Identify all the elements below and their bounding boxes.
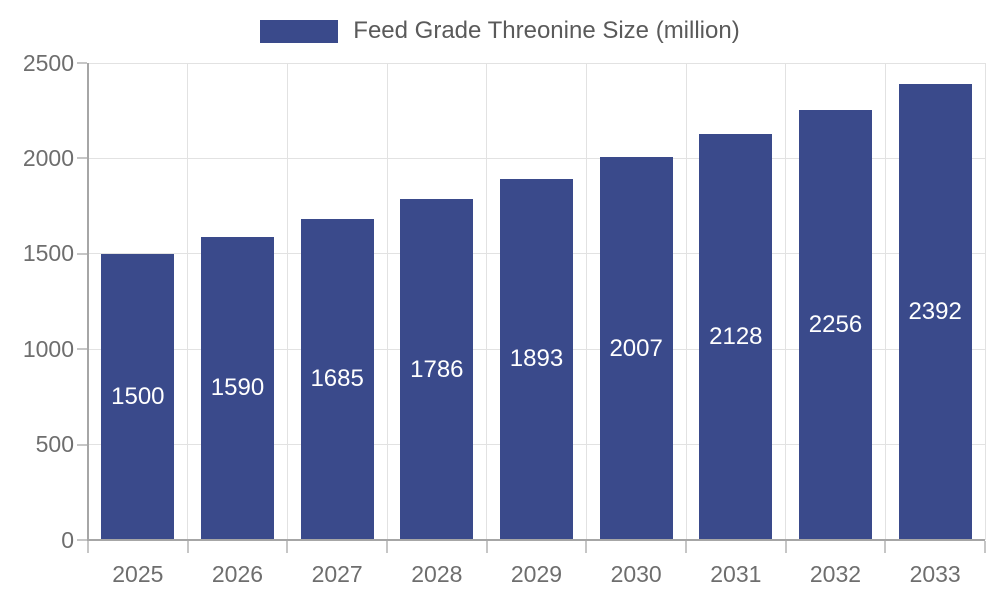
y-axis-tick-label: 0: [61, 526, 74, 553]
y-axis-tick: [77, 539, 87, 541]
x-axis-tick: [87, 541, 89, 553]
x-axis-tick-label: 2029: [510, 561, 563, 587]
gridline-vertical: [685, 63, 687, 540]
gridline-horizontal: [88, 157, 985, 159]
bar: 1590: [201, 236, 274, 540]
y-axis-tick: [77, 157, 87, 160]
bar-value-label: 1786: [410, 355, 464, 383]
x-axis-tick-label: 2030: [610, 561, 662, 587]
x-axis-tick: [984, 541, 986, 553]
y-axis-tick: [77, 252, 87, 255]
gridline-vertical: [187, 63, 189, 540]
legend: Feed Grade Threonine Size (million): [0, 16, 1000, 46]
bar: 1500: [101, 253, 175, 540]
x-axis-tick: [884, 541, 887, 553]
bar-value-label: 2128: [709, 322, 763, 350]
x-axis-tick-label: 2025: [112, 561, 164, 587]
bar: 2392: [898, 83, 972, 540]
x-axis-tick: [386, 541, 388, 553]
x-axis-tick-label: 2026: [211, 561, 264, 587]
gridline-vertical: [984, 63, 986, 540]
gridline-vertical: [785, 63, 787, 540]
x-axis-tick: [186, 541, 189, 553]
bar-value-label: 1893: [509, 345, 564, 373]
y-axis-line: [87, 63, 89, 541]
bar-value-label: 1685: [310, 365, 364, 393]
y-axis-tick-label: 1000: [22, 335, 74, 362]
x-axis-tick: [485, 541, 488, 553]
legend-swatch: [260, 19, 339, 43]
x-axis-tick: [685, 541, 687, 553]
bar: 2007: [599, 157, 673, 540]
bar: 2128: [699, 133, 773, 540]
bar-value-label: 2007: [609, 334, 663, 362]
x-axis-tick-label: 2032: [809, 561, 862, 587]
x-axis-tick: [286, 541, 289, 553]
bar-value-label: 2392: [908, 297, 962, 325]
x-axis-tick-label: 2027: [311, 561, 363, 587]
x-axis-tick: [784, 541, 787, 553]
y-axis-tick-label: 2000: [22, 144, 74, 171]
bar-value-label: 2256: [808, 310, 863, 338]
bar: 2256: [799, 109, 872, 540]
y-axis-tick: [77, 348, 87, 351]
x-axis-tick-label: 2033: [909, 561, 961, 587]
gridline-vertical: [286, 63, 288, 540]
bar: 1893: [500, 178, 573, 540]
x-axis-tick: [585, 541, 588, 553]
bar: 1786: [400, 199, 474, 540]
x-axis-tick-label: 2031: [710, 561, 762, 587]
bar-value-label: 1500: [111, 382, 165, 410]
gridline-vertical: [486, 63, 488, 540]
gridline-vertical: [585, 63, 587, 540]
gridline-vertical: [884, 63, 886, 540]
y-axis-tick: [77, 62, 87, 64]
x-axis-tick-label: 2028: [411, 561, 463, 587]
gridline-horizontal: [88, 62, 985, 64]
y-axis-tick: [77, 443, 87, 446]
y-axis-tick-label: 1500: [22, 240, 74, 267]
y-axis-tick-label: 500: [35, 431, 74, 458]
bar-value-label: 1590: [210, 374, 265, 402]
y-axis-tick-label: 2500: [22, 49, 74, 76]
legend-label: Feed Grade Threonine Size (million): [353, 17, 740, 44]
x-axis-line: [88, 539, 985, 541]
bar: 1685: [300, 218, 374, 540]
gridline-vertical: [386, 63, 388, 540]
